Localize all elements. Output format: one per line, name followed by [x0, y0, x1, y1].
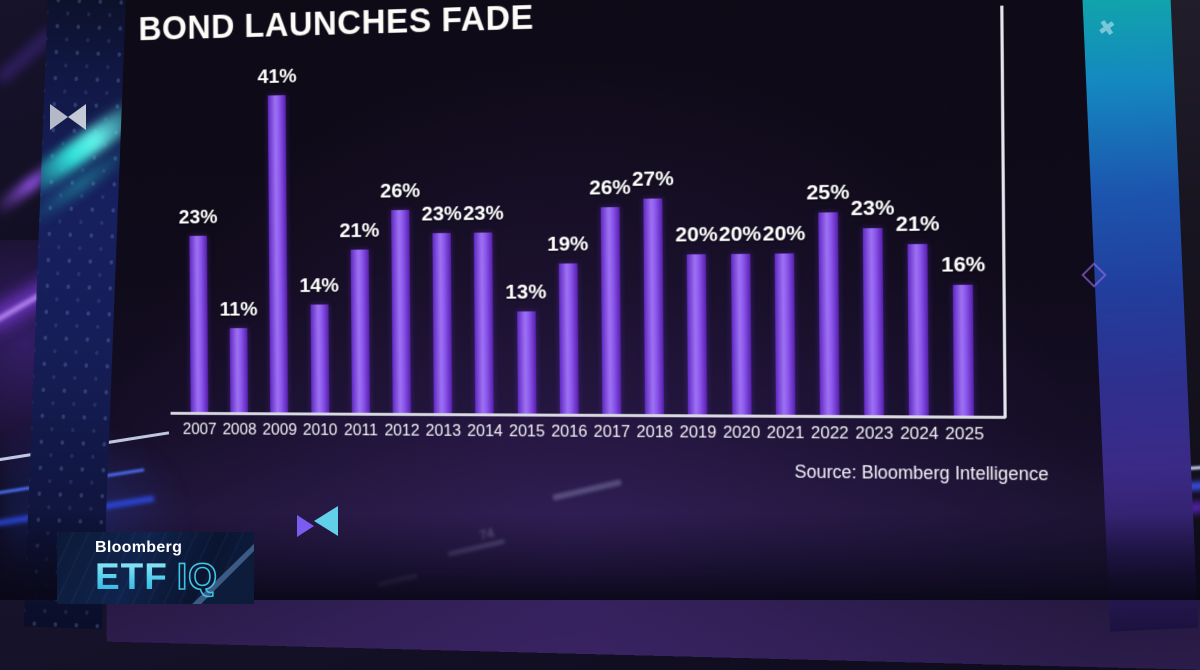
bar-column: 41% — [257, 65, 300, 414]
bar-value-label: 16% — [941, 252, 986, 277]
bar-column: 25% — [806, 181, 852, 417]
bar-column: 16% — [940, 253, 987, 417]
bar-value-label: 26% — [380, 179, 421, 203]
x-tick-2016: 2016 — [551, 422, 588, 441]
x-tick-2020: 2020 — [722, 423, 761, 442]
bar-column: 23% — [178, 205, 219, 414]
x-tick-2023: 2023 — [855, 424, 894, 443]
bar-column: 21% — [339, 219, 381, 414]
bar-value-label: 27% — [631, 167, 674, 191]
bar-value-label: 21% — [895, 212, 940, 237]
bar-value-label: 23% — [850, 196, 895, 221]
show-name: ETF IQ — [95, 555, 218, 598]
x-tick-2024: 2024 — [900, 424, 939, 444]
bar-value-label: 21% — [339, 219, 380, 243]
x-tick-2008: 2008 — [222, 420, 257, 439]
bar-value-label: 20% — [762, 221, 806, 246]
bar-column: 27% — [631, 167, 676, 416]
bar-2007 — [189, 235, 209, 414]
bar-column: 23% — [421, 202, 464, 415]
bar-column: 20% — [762, 222, 808, 416]
bar-value-label: 23% — [462, 201, 504, 225]
triangle-right-icon — [297, 515, 314, 537]
triangle-left-icon — [68, 104, 86, 130]
bar-column: 19% — [547, 232, 591, 415]
x-tick-2018: 2018 — [636, 423, 674, 442]
bar-2010 — [310, 304, 329, 414]
bar-2012 — [391, 209, 411, 414]
x-tick-2013: 2013 — [425, 421, 462, 440]
bar-value-label: 26% — [589, 175, 631, 200]
bar-value-label: 20% — [718, 222, 762, 247]
bar-2021 — [774, 253, 796, 416]
bar-column: 13% — [505, 281, 548, 415]
chart-title: BOND LAUNCHES FADE — [138, 0, 534, 48]
bar-2016 — [558, 263, 579, 415]
x-tick-2014: 2014 — [467, 422, 503, 441]
x-tick-2021: 2021 — [766, 423, 805, 443]
show-logo: Bloomberg ETF IQ — [57, 532, 254, 604]
bars-row: 23% 11% 41% 14% 21% 26% 23% 23% 13% 19% 26% 27% 20% 2… — [177, 30, 989, 417]
bar-value-label: 19% — [547, 232, 589, 256]
bar-2015 — [516, 311, 537, 415]
bowtie-play-icon — [50, 104, 86, 130]
x-tick-2011: 2011 — [344, 421, 378, 440]
bar-column: 20% — [718, 222, 763, 416]
bar-value-label: 41% — [257, 64, 297, 89]
bar-column: 11% — [219, 298, 260, 414]
bar-column: 23% — [462, 202, 505, 415]
bowtie-play-icon — [297, 505, 338, 537]
bar-2011 — [350, 249, 370, 414]
bar-2013 — [432, 232, 453, 415]
bar-2008 — [229, 328, 249, 414]
bar-column: 26% — [379, 179, 422, 414]
bar-value-label: 25% — [806, 180, 850, 205]
x-tick-2015: 2015 — [509, 422, 545, 441]
x-tick-2010: 2010 — [302, 421, 338, 439]
bar-column: 26% — [589, 176, 634, 415]
bar-2022 — [818, 212, 840, 417]
bar-2018 — [643, 198, 665, 416]
bar-2014 — [474, 232, 495, 415]
x-tick-2017: 2017 — [593, 422, 631, 442]
bar-value-label: 20% — [675, 222, 718, 247]
x-tick-2009: 2009 — [262, 421, 297, 439]
pinwheel-x-icon: ✖ — [1096, 15, 1118, 42]
broadcast-frame: { "chart_data": { "type": "bar", "title"… — [0, 0, 1200, 600]
bar-2019 — [687, 254, 708, 416]
network-name: Bloomberg — [95, 539, 183, 556]
bar-2009 — [268, 95, 289, 414]
bar-column: 20% — [675, 223, 720, 416]
bar-value-label: 14% — [299, 274, 339, 297]
bar-2024 — [907, 243, 930, 417]
bar-2020 — [730, 253, 752, 416]
bar-column: 14% — [299, 274, 341, 414]
x-tick-2012: 2012 — [384, 421, 420, 440]
x-axis-labels: 2007 2008 2009 2010 2011 2012 2013 2014 2015 2016… — [180, 421, 989, 445]
triangle-right-icon — [50, 104, 68, 130]
x-tick-2025: 2025 — [945, 424, 985, 444]
bar-2017 — [600, 207, 622, 415]
bar-value-label: 13% — [505, 280, 547, 304]
bar-value-label: 23% — [178, 205, 218, 229]
right-axis-line — [1000, 5, 1007, 418]
bar-column: 23% — [850, 196, 897, 417]
bar-value-label: 11% — [219, 298, 258, 321]
show-name-primary: ETF — [95, 556, 168, 597]
bar-2025 — [953, 284, 975, 417]
triangle-left-icon — [314, 506, 338, 536]
x-tick-2019: 2019 — [679, 423, 717, 442]
bar-2023 — [862, 228, 885, 417]
x-tick-2022: 2022 — [810, 424, 849, 443]
bar-value-label: 23% — [421, 202, 462, 226]
bar-column: 21% — [895, 212, 942, 417]
show-name-secondary: IQ — [176, 555, 218, 598]
